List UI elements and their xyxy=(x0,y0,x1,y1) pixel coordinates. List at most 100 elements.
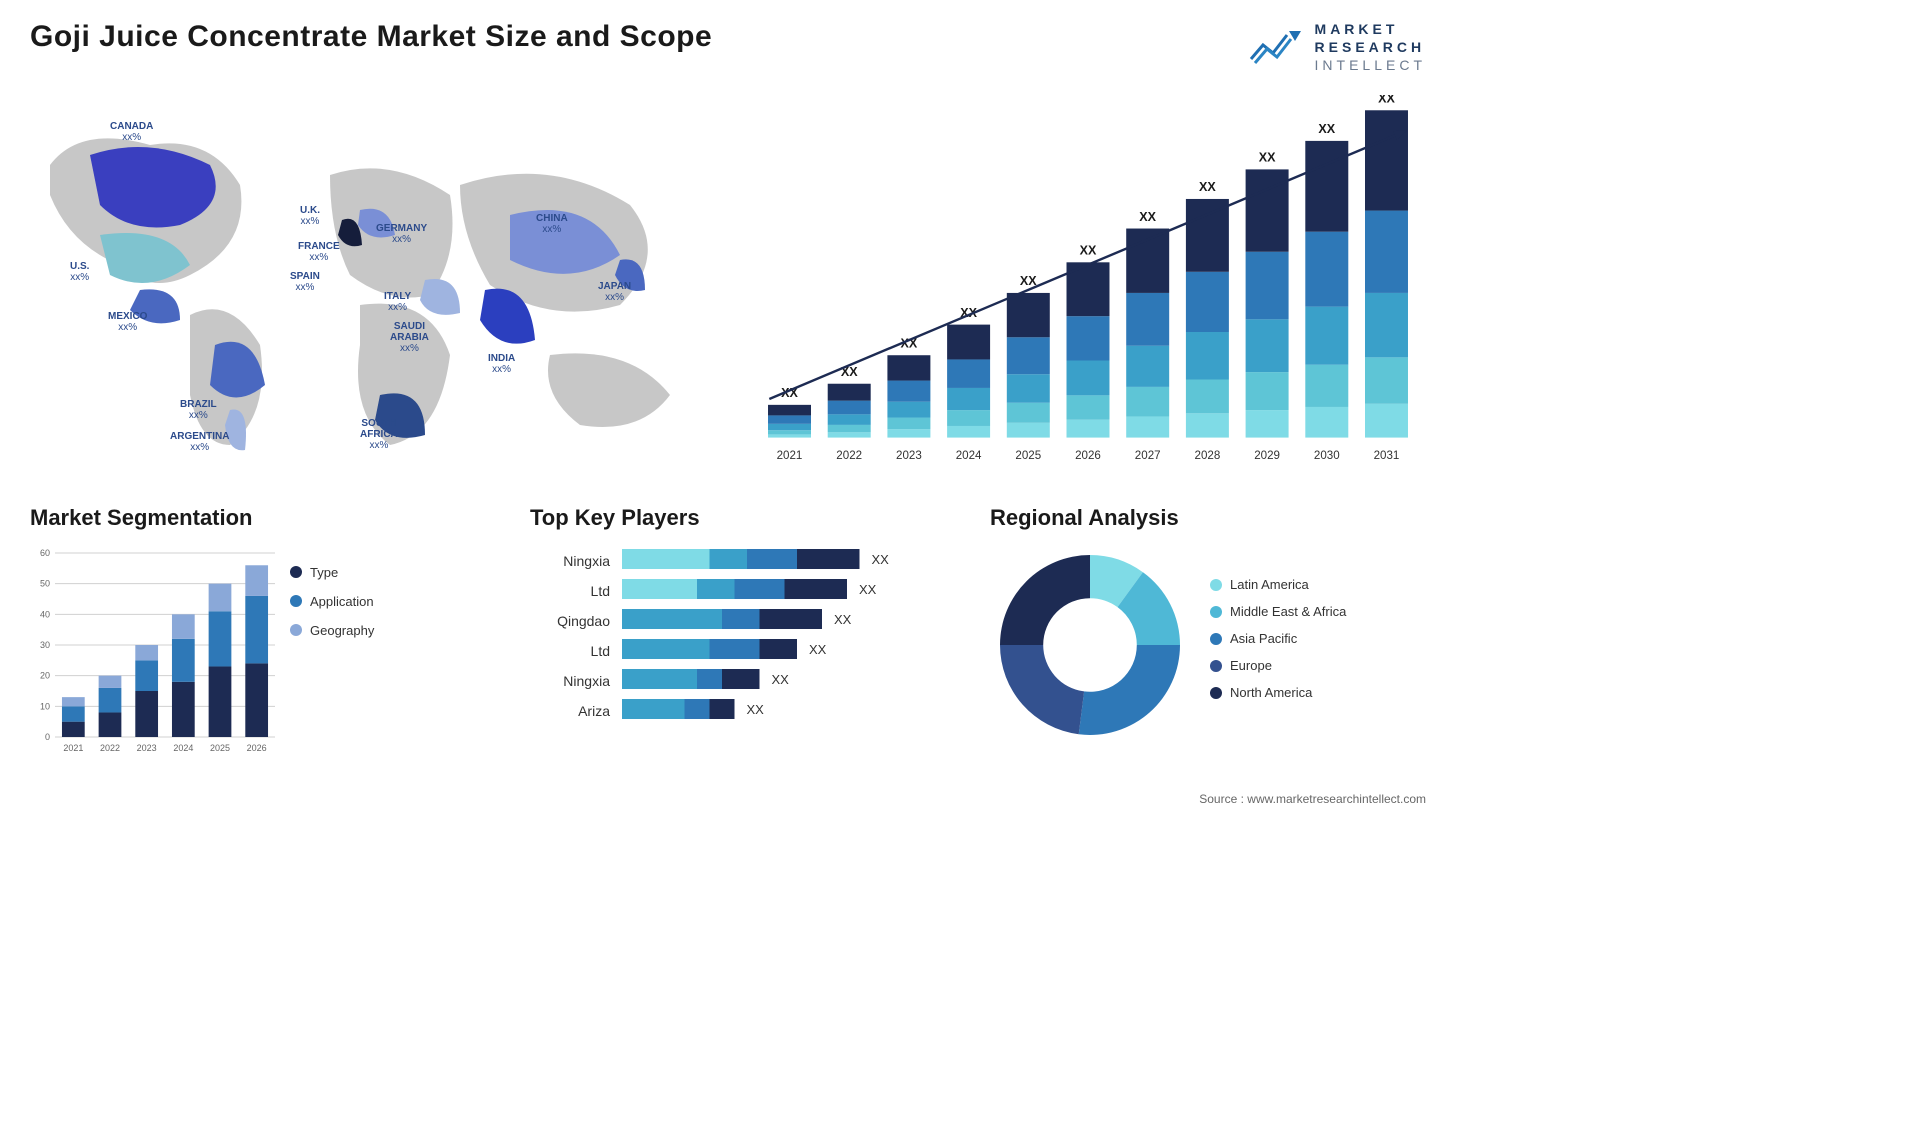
legend-dot xyxy=(1210,633,1222,645)
forecast-bar-label: XX xyxy=(1259,150,1276,164)
map-country-label: CHINAxx% xyxy=(536,213,568,235)
forecast-bar-seg xyxy=(947,410,990,426)
forecast-bar-seg xyxy=(1365,210,1408,292)
forecast-chart: XX2021XX2022XX2023XX2024XX2025XX2026XX20… xyxy=(750,95,1426,475)
player-bar-seg xyxy=(622,549,710,569)
legend-label: Middle East & Africa xyxy=(1230,604,1346,619)
logo-line2: RESEARCH xyxy=(1315,38,1426,56)
forecast-bar-seg xyxy=(1246,319,1289,372)
map-country-label: U.K.xx% xyxy=(300,205,320,227)
forecast-year-label: 2025 xyxy=(1015,449,1041,461)
map-country-label: FRANCExx% xyxy=(298,241,340,263)
forecast-bar-seg xyxy=(828,400,871,414)
region-legend-item: North America xyxy=(1210,685,1346,700)
legend-label: North America xyxy=(1230,685,1312,700)
map-country-label: U.S.xx% xyxy=(70,261,89,283)
forecast-bar-seg xyxy=(828,414,871,425)
map-country-label: SOUTHAFRICAxx% xyxy=(360,418,398,451)
map-country-label: ITALYxx% xyxy=(384,291,411,313)
world-map-panel: CANADAxx%U.S.xx%MEXICOxx%BRAZILxx%ARGENT… xyxy=(30,95,710,475)
forecast-bar-label: XX xyxy=(1318,122,1335,136)
forecast-bar-seg xyxy=(1365,292,1408,356)
seg-bar-seg xyxy=(209,611,232,666)
seg-year-label: 2021 xyxy=(63,743,83,753)
legend-label: Latin America xyxy=(1230,577,1309,592)
legend-dot xyxy=(1210,579,1222,591)
seg-bar-seg xyxy=(135,645,158,660)
seg-legend-item: Application xyxy=(290,594,374,609)
regional-analysis-panel: Regional Analysis Latin America Middle Ea… xyxy=(990,505,1426,755)
forecast-bar-label: XX xyxy=(1378,95,1395,106)
seg-ytick: 30 xyxy=(40,640,50,650)
forecast-bar-seg xyxy=(1365,357,1408,403)
seg-bar-seg xyxy=(245,565,268,596)
forecast-bar-seg xyxy=(1007,337,1050,374)
forecast-bar-seg xyxy=(1186,413,1229,437)
forecast-bar-seg xyxy=(947,359,990,388)
seg-bar-seg xyxy=(172,614,195,639)
seg-bar-seg xyxy=(209,666,232,737)
forecast-bar-seg xyxy=(1067,360,1110,395)
seg-ytick: 10 xyxy=(40,701,50,711)
legend-label: Geography xyxy=(310,623,374,638)
player-value-label: XX xyxy=(872,552,890,567)
forecast-bar-label: XX xyxy=(1139,209,1156,223)
forecast-bar-seg xyxy=(887,380,930,401)
forecast-bar-seg xyxy=(1305,231,1348,306)
forecast-bar-seg xyxy=(1126,345,1169,386)
forecast-bar-label: XX xyxy=(1199,180,1216,194)
seg-bar-seg xyxy=(99,712,122,737)
forecast-bar-seg xyxy=(828,383,871,400)
forecast-bar-seg xyxy=(1007,402,1050,422)
forecast-bar-seg xyxy=(768,430,811,434)
player-name: Ariza xyxy=(530,699,610,729)
donut-slice xyxy=(1000,645,1084,734)
map-country-label: MEXICOxx% xyxy=(108,311,147,333)
player-value-label: XX xyxy=(772,672,790,687)
seg-bar-seg xyxy=(172,638,195,681)
seg-ytick: 20 xyxy=(40,670,50,680)
seg-bar-seg xyxy=(62,706,85,721)
players-bar-chart: XXXXXXXXXXXX xyxy=(622,545,942,735)
forecast-bar-seg xyxy=(1007,422,1050,437)
seg-bar-seg xyxy=(209,583,232,611)
forecast-bar-seg xyxy=(1126,416,1169,437)
forecast-year-label: 2031 xyxy=(1374,449,1400,461)
legend-dot xyxy=(1210,687,1222,699)
forecast-bar-seg xyxy=(828,424,871,431)
segmentation-title: Market Segmentation xyxy=(30,505,500,531)
forecast-bar-label: XX xyxy=(1080,243,1097,257)
map-country-label: ARGENTINAxx% xyxy=(170,431,229,453)
legend-dot xyxy=(290,624,302,636)
key-players-panel: Top Key Players NingxiaLtdQingdaoLtdNing… xyxy=(530,505,960,755)
map-country-label: JAPANxx% xyxy=(598,281,631,303)
forecast-year-label: 2027 xyxy=(1135,449,1161,461)
region-legend-item: Asia Pacific xyxy=(1210,631,1346,646)
forecast-bar-seg xyxy=(947,324,990,359)
seg-bar-seg xyxy=(172,681,195,736)
donut-slice xyxy=(1000,555,1090,645)
regional-legend: Latin America Middle East & Africa Asia Pa… xyxy=(1210,577,1346,712)
forecast-bar-seg xyxy=(1186,271,1229,331)
forecast-bar-seg xyxy=(1305,364,1348,406)
seg-ytick: 60 xyxy=(40,548,50,558)
seg-bar-seg xyxy=(245,663,268,737)
forecast-bar-seg xyxy=(768,423,811,429)
regional-title: Regional Analysis xyxy=(990,505,1426,531)
logo-icon xyxy=(1249,25,1307,69)
seg-ytick: 0 xyxy=(45,732,50,742)
player-name: Ningxia xyxy=(530,549,610,579)
forecast-year-label: 2026 xyxy=(1075,449,1101,461)
player-value-label: XX xyxy=(834,612,852,627)
forecast-bar-seg xyxy=(1126,386,1169,416)
segmentation-bar-chart: 0102030405060202120222023202420252026 xyxy=(30,545,280,755)
legend-label: Europe xyxy=(1230,658,1272,673)
player-bar-seg xyxy=(622,699,685,719)
forecast-bar-seg xyxy=(1067,316,1110,360)
forecast-bar-chart: XX2021XX2022XX2023XX2024XX2025XX2026XX20… xyxy=(750,95,1426,475)
seg-year-label: 2022 xyxy=(100,743,120,753)
legend-dot xyxy=(290,595,302,607)
seg-bar-seg xyxy=(135,691,158,737)
player-value-label: XX xyxy=(809,642,827,657)
legend-label: Application xyxy=(310,594,374,609)
